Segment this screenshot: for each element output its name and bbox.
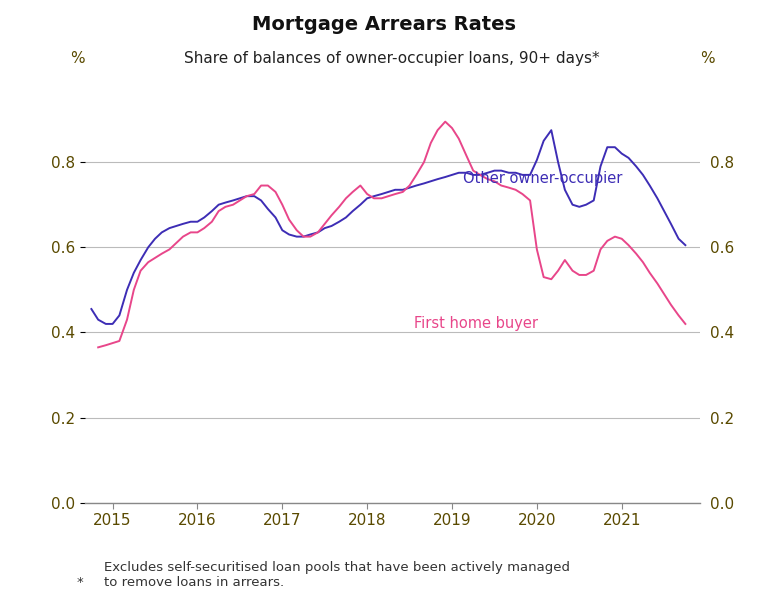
Text: Other owner-occupier: Other owner-occupier [463, 171, 622, 186]
Text: *: * [77, 576, 84, 589]
Text: %: % [700, 51, 714, 66]
Text: %: % [70, 51, 85, 66]
Text: Mortgage Arrears Rates: Mortgage Arrears Rates [252, 15, 517, 34]
Title: Share of balances of owner-occupier loans, 90+ days*: Share of balances of owner-occupier loan… [185, 51, 600, 66]
Text: Excludes self-securitised loan pools that have been actively managed
to remove l: Excludes self-securitised loan pools tha… [104, 561, 570, 589]
Text: First home buyer: First home buyer [414, 316, 538, 331]
